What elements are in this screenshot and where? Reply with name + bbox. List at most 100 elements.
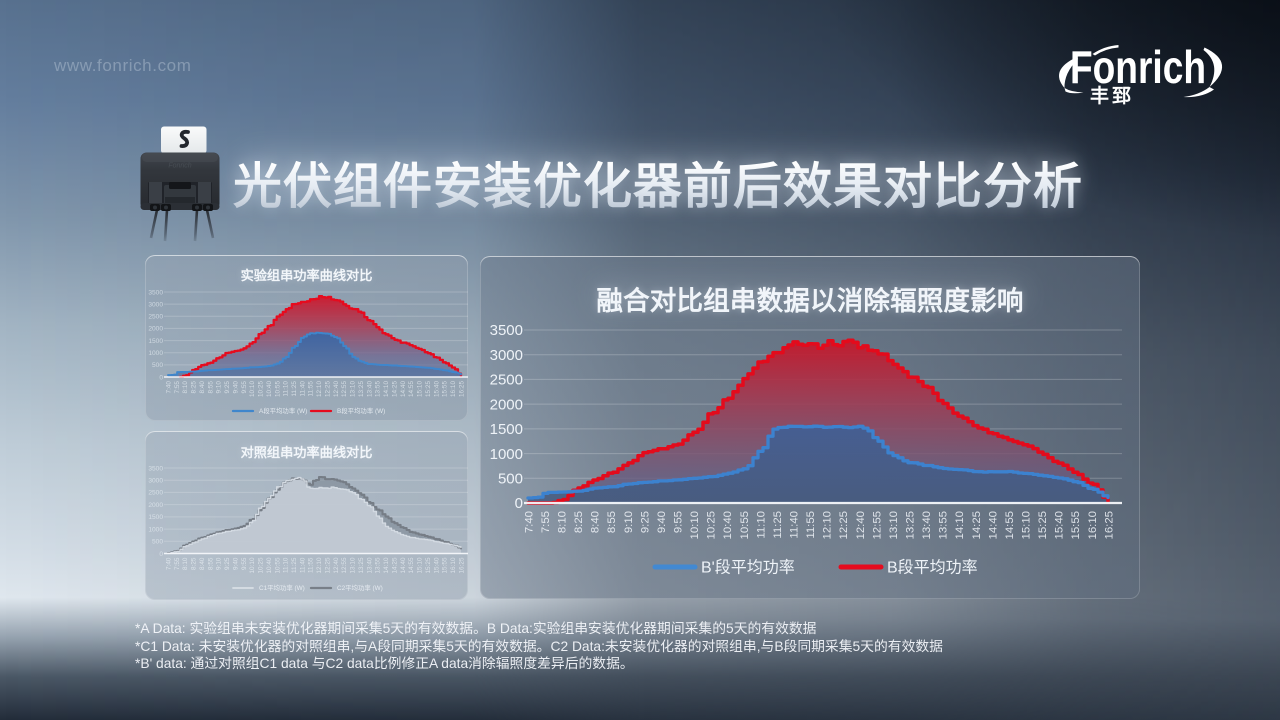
svg-text:9:55: 9:55 — [673, 511, 685, 533]
svg-text:14:55: 14:55 — [408, 381, 415, 397]
svg-text:9:40: 9:40 — [232, 381, 239, 394]
svg-text:500: 500 — [498, 471, 523, 488]
svg-text:3000: 3000 — [148, 478, 163, 485]
svg-text:3500: 3500 — [148, 289, 163, 296]
svg-text:2500: 2500 — [148, 490, 163, 497]
svg-text:11:25: 11:25 — [772, 511, 784, 539]
svg-text:14:25: 14:25 — [971, 511, 983, 540]
svg-text:12:40: 12:40 — [333, 381, 340, 397]
svg-text:10:25: 10:25 — [258, 381, 265, 397]
svg-text:12:40: 12:40 — [333, 557, 340, 573]
svg-text:2500: 2500 — [490, 372, 523, 389]
svg-text:1500: 1500 — [148, 514, 163, 521]
svg-text:10:25: 10:25 — [258, 557, 265, 573]
svg-text:11:40: 11:40 — [299, 557, 306, 573]
svg-text:14:40: 14:40 — [400, 557, 407, 573]
svg-text:13:40: 13:40 — [366, 557, 373, 573]
svg-text:15:40: 15:40 — [1054, 511, 1066, 540]
svg-text:9:25: 9:25 — [224, 557, 231, 570]
svg-text:Fonrich: Fonrich — [168, 163, 191, 170]
svg-text:16:25: 16:25 — [458, 381, 465, 397]
svg-text:12:40: 12:40 — [855, 511, 867, 540]
svg-text:11:55: 11:55 — [805, 511, 817, 539]
svg-text:7:40: 7:40 — [165, 557, 172, 570]
svg-text:15:40: 15:40 — [433, 381, 440, 397]
svg-text:0: 0 — [515, 495, 523, 512]
svg-text:14:55: 14:55 — [408, 557, 415, 573]
svg-text:8:10: 8:10 — [182, 381, 189, 394]
svg-text:16:10: 16:10 — [450, 557, 457, 573]
svg-text:8:55: 8:55 — [207, 557, 214, 570]
svg-text:13:55: 13:55 — [375, 557, 382, 573]
svg-text:10:55: 10:55 — [274, 381, 281, 397]
svg-text:8:10: 8:10 — [557, 511, 569, 533]
svg-text:8:55: 8:55 — [207, 381, 214, 394]
svg-text:7:40: 7:40 — [165, 381, 172, 394]
svg-text:11:10: 11:10 — [283, 381, 290, 397]
svg-text:12:10: 12:10 — [316, 381, 323, 397]
svg-text:12:25: 12:25 — [325, 557, 332, 573]
svg-text:16:10: 16:10 — [1087, 511, 1099, 540]
svg-text:10:25: 10:25 — [706, 511, 718, 540]
svg-text:16:25: 16:25 — [1103, 511, 1115, 540]
svg-text:12:10: 12:10 — [822, 511, 834, 540]
svg-text:11:10: 11:10 — [283, 557, 290, 573]
svg-text:15:55: 15:55 — [442, 381, 449, 397]
svg-text:7:40: 7:40 — [523, 511, 535, 533]
svg-text:2500: 2500 — [148, 314, 163, 321]
svg-text:7:55: 7:55 — [174, 381, 181, 394]
svg-text:13:10: 13:10 — [888, 511, 900, 540]
svg-text:15:10: 15:10 — [417, 557, 424, 573]
svg-text:8:25: 8:25 — [191, 557, 198, 570]
svg-text:12:25: 12:25 — [325, 381, 332, 397]
svg-text:15:25: 15:25 — [425, 557, 432, 573]
svg-text:10:40: 10:40 — [266, 557, 273, 573]
svg-text:3000: 3000 — [148, 302, 163, 309]
svg-text:9:40: 9:40 — [232, 557, 239, 570]
svg-text:7:55: 7:55 — [174, 557, 181, 570]
svg-text:15:55: 15:55 — [442, 557, 449, 573]
svg-text:11:40: 11:40 — [789, 511, 801, 539]
svg-text:9:10: 9:10 — [216, 557, 223, 570]
svg-text:丰郅: 丰郅 — [1090, 84, 1134, 107]
svg-text:14:10: 14:10 — [954, 511, 966, 540]
svg-text:12:10: 12:10 — [316, 557, 323, 573]
svg-text:7:55: 7:55 — [540, 511, 552, 533]
svg-text:14:10: 14:10 — [383, 381, 390, 397]
svg-text:15:10: 15:10 — [1021, 511, 1033, 540]
svg-text:13:10: 13:10 — [350, 557, 357, 573]
svg-text:14:25: 14:25 — [392, 557, 399, 573]
svg-text:11:25: 11:25 — [291, 557, 298, 573]
svg-text:13:55: 13:55 — [375, 381, 382, 397]
svg-text:15:25: 15:25 — [1037, 511, 1049, 540]
svg-text:12:25: 12:25 — [838, 511, 850, 540]
svg-text:14:40: 14:40 — [400, 381, 407, 397]
svg-text:11:10: 11:10 — [755, 511, 767, 539]
svg-text:1000: 1000 — [148, 350, 163, 357]
svg-text:16:10: 16:10 — [450, 381, 457, 397]
svg-text:C2平均功率 (W): C2平均功率 (W) — [337, 583, 383, 592]
svg-text:3000: 3000 — [490, 347, 523, 364]
svg-text:13:25: 13:25 — [358, 381, 365, 397]
svg-text:2000: 2000 — [490, 396, 523, 413]
svg-text:1000: 1000 — [148, 526, 163, 533]
svg-text:1500: 1500 — [490, 421, 523, 438]
svg-text:3500: 3500 — [148, 465, 163, 472]
svg-text:8:25: 8:25 — [573, 511, 585, 533]
svg-text:9:10: 9:10 — [623, 511, 635, 533]
svg-text:13:25: 13:25 — [358, 557, 365, 573]
svg-text:B段平均功率: B段平均功率 — [887, 559, 978, 577]
svg-text:C1平均功率 (W): C1平均功率 (W) — [259, 583, 305, 592]
svg-text:500: 500 — [152, 539, 163, 546]
svg-text:1500: 1500 — [148, 338, 163, 345]
svg-text:2000: 2000 — [148, 502, 163, 509]
svg-text:9:55: 9:55 — [241, 381, 248, 394]
svg-text:Fonrich: Fonrich — [1070, 41, 1206, 93]
svg-text:1000: 1000 — [490, 446, 523, 463]
svg-text:10:55: 10:55 — [739, 511, 751, 540]
svg-text:9:10: 9:10 — [216, 381, 223, 394]
svg-text:11:25: 11:25 — [291, 381, 298, 397]
svg-text:8:55: 8:55 — [606, 511, 618, 533]
svg-text:13:25: 13:25 — [905, 511, 917, 540]
svg-text:14:10: 14:10 — [383, 557, 390, 573]
